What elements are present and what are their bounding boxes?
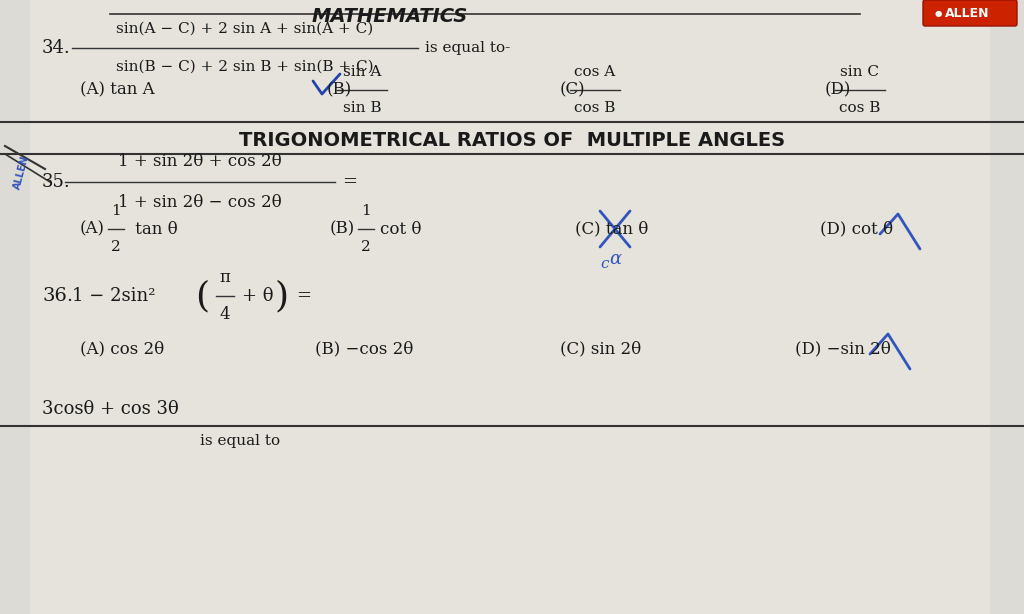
Text: (B) −cos 2θ: (B) −cos 2θ: [315, 341, 414, 357]
Text: ●: ●: [934, 9, 942, 18]
Text: (A): (A): [80, 220, 105, 238]
Text: 35.: 35.: [42, 173, 71, 191]
Text: (: (: [195, 279, 209, 313]
Text: 1 − 2sin²: 1 − 2sin²: [72, 287, 156, 305]
Text: c: c: [601, 257, 609, 271]
Text: 1 + sin 2θ − cos 2θ: 1 + sin 2θ − cos 2θ: [118, 194, 282, 211]
Text: is equal to-: is equal to-: [425, 41, 510, 55]
Text: 34.: 34.: [42, 39, 71, 57]
Text: sin B: sin B: [343, 101, 381, 115]
Text: 1 + sin 2θ + cos 2θ: 1 + sin 2θ + cos 2θ: [118, 153, 282, 170]
Text: 2: 2: [112, 240, 121, 254]
FancyBboxPatch shape: [923, 0, 1017, 26]
Text: + θ: + θ: [242, 287, 273, 305]
Text: (D) cot θ: (D) cot θ: [820, 220, 893, 238]
Text: sin(A − C) + 2 sin A + sin(A + C): sin(A − C) + 2 sin A + sin(A + C): [117, 22, 374, 36]
Text: ALLEN: ALLEN: [945, 7, 989, 20]
Text: ALLEN: ALLEN: [12, 154, 31, 190]
Text: sin C: sin C: [841, 65, 880, 79]
Text: (A) tan A: (A) tan A: [80, 82, 155, 98]
Text: cot θ: cot θ: [380, 220, 422, 238]
Text: (C) sin 2θ: (C) sin 2θ: [560, 341, 641, 357]
Text: =: =: [342, 173, 357, 191]
Text: ): ): [274, 279, 289, 313]
Text: (C): (C): [560, 82, 586, 98]
Text: MATHEMATICS: MATHEMATICS: [312, 7, 468, 26]
Text: (D) −sin 2θ: (D) −sin 2θ: [795, 341, 891, 357]
Text: cos A: cos A: [574, 65, 615, 79]
Text: cos B: cos B: [574, 101, 615, 115]
Text: 1: 1: [361, 204, 371, 218]
Text: (A) cos 2θ: (A) cos 2θ: [80, 341, 164, 357]
Text: 3cosθ + cos 3θ: 3cosθ + cos 3θ: [42, 400, 179, 418]
Text: (B): (B): [330, 220, 355, 238]
Text: TRIGONOMETRICAL RATIOS OF  MULTIPLE ANGLES: TRIGONOMETRICAL RATIOS OF MULTIPLE ANGLE…: [239, 131, 785, 150]
Text: 2: 2: [361, 240, 371, 254]
Text: tan θ: tan θ: [130, 220, 178, 238]
FancyBboxPatch shape: [30, 0, 990, 614]
Text: 36.: 36.: [42, 287, 73, 305]
Text: (D): (D): [825, 82, 851, 98]
Text: (C) tan θ: (C) tan θ: [575, 220, 648, 238]
Text: =: =: [296, 287, 311, 305]
Text: sin A: sin A: [343, 65, 381, 79]
Text: sin(B − C) + 2 sin B + sin(B + C): sin(B − C) + 2 sin B + sin(B + C): [116, 60, 374, 74]
Text: is equal to: is equal to: [200, 434, 281, 448]
Text: π: π: [219, 269, 230, 286]
Text: 4: 4: [220, 306, 230, 323]
Text: (B): (B): [327, 82, 352, 98]
Text: 1: 1: [112, 204, 121, 218]
Text: cos B: cos B: [840, 101, 881, 115]
Text: α: α: [609, 250, 622, 268]
